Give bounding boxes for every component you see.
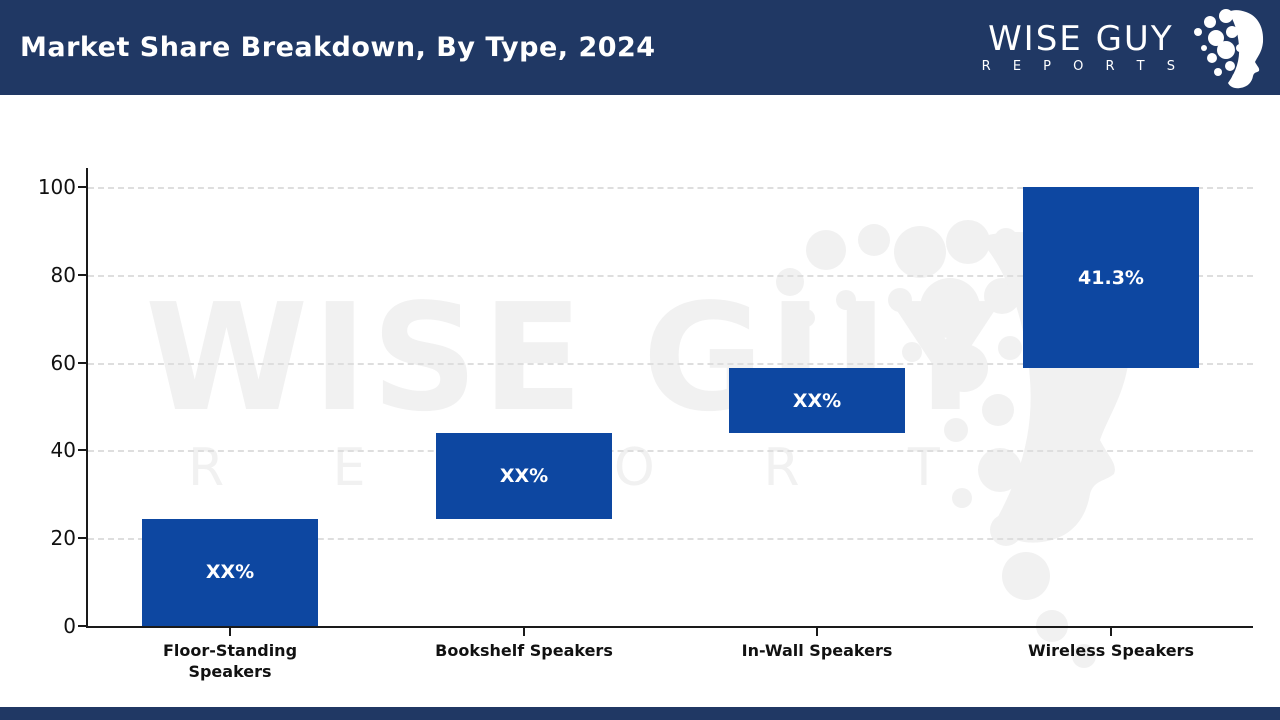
brand-name: WISE GUY: [988, 18, 1174, 59]
bar-value-label: 41.3%: [1078, 266, 1144, 289]
bar-value-label: XX%: [792, 389, 842, 412]
x-tick-mark: [229, 628, 231, 636]
brand-subtitle: R E P O R T S: [981, 58, 1184, 74]
y-axis-line: [86, 168, 88, 628]
y-tick-label: 100: [37, 175, 76, 199]
y-tick-mark: [78, 273, 86, 276]
y-tick-label: 40: [50, 438, 76, 463]
y-tick-mark: [78, 449, 86, 452]
bar-value-label: XX%: [499, 464, 549, 487]
x-tick-mark: [816, 628, 818, 636]
gridline: [88, 538, 1253, 541]
x-tick-mark: [1110, 628, 1112, 636]
brand-logo: WISE GUY R E P O R T S: [978, 6, 1266, 90]
bar-segment[interactable]: XX%: [729, 368, 905, 433]
bar-segment[interactable]: 41.3%: [1023, 187, 1199, 369]
footer-bar: [0, 707, 1280, 720]
header-bar: Market Share Breakdown, By Type, 2024 WI…: [0, 0, 1280, 95]
bar-value-label: XX%: [205, 561, 255, 584]
y-tick-label: 80: [50, 262, 76, 287]
bar-segment[interactable]: XX%: [142, 518, 318, 626]
y-tick-mark: [78, 625, 86, 627]
watermark-reports-text: R E P O R T S: [188, 438, 1128, 498]
y-tick-mark: [78, 537, 86, 540]
x-tick-mark: [523, 628, 525, 636]
page-title: Market Share Breakdown, By Type, 2024: [20, 32, 656, 63]
y-tick-mark: [78, 186, 86, 188]
gridline: [88, 187, 1253, 189]
brand-face-icon: [1194, 8, 1264, 88]
x-category-label: Floor-Standing Speakers: [162, 641, 298, 681]
gridline: [88, 362, 1253, 365]
y-tick-label: 0: [63, 614, 76, 638]
gridline: [88, 274, 1253, 277]
x-category-label: Wireless Speakers: [1028, 641, 1194, 660]
brand-logo-text: WISE GUY R E P O R T S: [978, 22, 1184, 74]
x-category-label: Bookshelf Speakers: [435, 641, 613, 660]
x-axis-line: [86, 626, 1253, 628]
bar-segment[interactable]: XX%: [436, 432, 612, 519]
y-tick-label: 20: [50, 526, 76, 551]
gridline: [88, 450, 1253, 453]
x-category-label: In-Wall Speakers: [741, 641, 893, 660]
y-tick-mark: [78, 361, 86, 364]
y-tick-label: 60: [50, 350, 76, 375]
